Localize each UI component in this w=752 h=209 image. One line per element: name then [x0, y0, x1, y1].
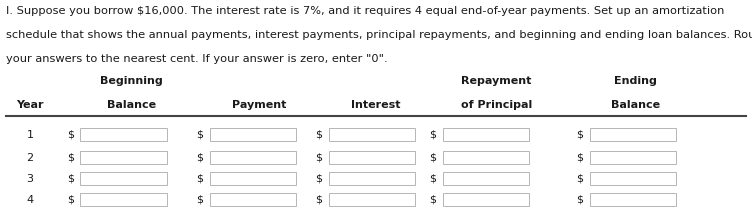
Text: $: $	[315, 153, 322, 163]
Bar	[443, 193, 529, 206]
Text: $: $	[196, 195, 203, 205]
Text: $: $	[429, 153, 436, 163]
Text: your answers to the nearest cent. If your answer is zero, enter "0".: your answers to the nearest cent. If you…	[6, 54, 387, 64]
Text: Interest: Interest	[351, 100, 401, 110]
Text: Repayment: Repayment	[461, 76, 532, 86]
Bar	[329, 172, 415, 185]
Text: $: $	[576, 153, 583, 163]
Bar	[80, 193, 167, 206]
Bar	[443, 128, 529, 141]
Text: $: $	[576, 195, 583, 205]
Text: Payment: Payment	[232, 100, 287, 110]
Text: 2: 2	[26, 153, 34, 163]
Text: $: $	[429, 195, 436, 205]
Bar	[329, 151, 415, 164]
Text: Ending: Ending	[614, 76, 657, 86]
Text: 3: 3	[26, 174, 34, 184]
Bar	[590, 151, 676, 164]
Text: $: $	[429, 130, 436, 140]
Text: $: $	[67, 174, 74, 184]
Text: of Principal: of Principal	[461, 100, 532, 110]
Bar	[80, 151, 167, 164]
Bar	[80, 172, 167, 185]
Text: $: $	[67, 153, 74, 163]
Text: $: $	[576, 130, 583, 140]
Bar	[329, 128, 415, 141]
Text: $: $	[196, 130, 203, 140]
Bar	[590, 128, 676, 141]
Text: 4: 4	[26, 195, 34, 205]
Bar	[443, 172, 529, 185]
Bar	[210, 151, 296, 164]
Text: $: $	[196, 174, 203, 184]
Text: $: $	[315, 130, 322, 140]
Bar	[590, 172, 676, 185]
Bar	[210, 193, 296, 206]
Text: I. Suppose you borrow $16,000. The interest rate is 7%, and it requires 4 equal : I. Suppose you borrow $16,000. The inter…	[6, 6, 724, 16]
Text: $: $	[67, 195, 74, 205]
Text: $: $	[429, 174, 436, 184]
Bar	[210, 128, 296, 141]
Bar	[210, 172, 296, 185]
Bar	[443, 151, 529, 164]
Bar	[80, 128, 167, 141]
Text: $: $	[576, 174, 583, 184]
Text: Beginning: Beginning	[100, 76, 163, 86]
Text: Balance: Balance	[107, 100, 156, 110]
Bar	[329, 193, 415, 206]
Text: Year: Year	[17, 100, 44, 110]
Text: $: $	[196, 153, 203, 163]
Text: $: $	[67, 130, 74, 140]
Text: schedule that shows the annual payments, interest payments, principal repayments: schedule that shows the annual payments,…	[6, 30, 752, 40]
Text: $: $	[315, 174, 322, 184]
Text: Balance: Balance	[611, 100, 660, 110]
Text: $: $	[315, 195, 322, 205]
Text: 1: 1	[26, 130, 34, 140]
Bar	[590, 193, 676, 206]
